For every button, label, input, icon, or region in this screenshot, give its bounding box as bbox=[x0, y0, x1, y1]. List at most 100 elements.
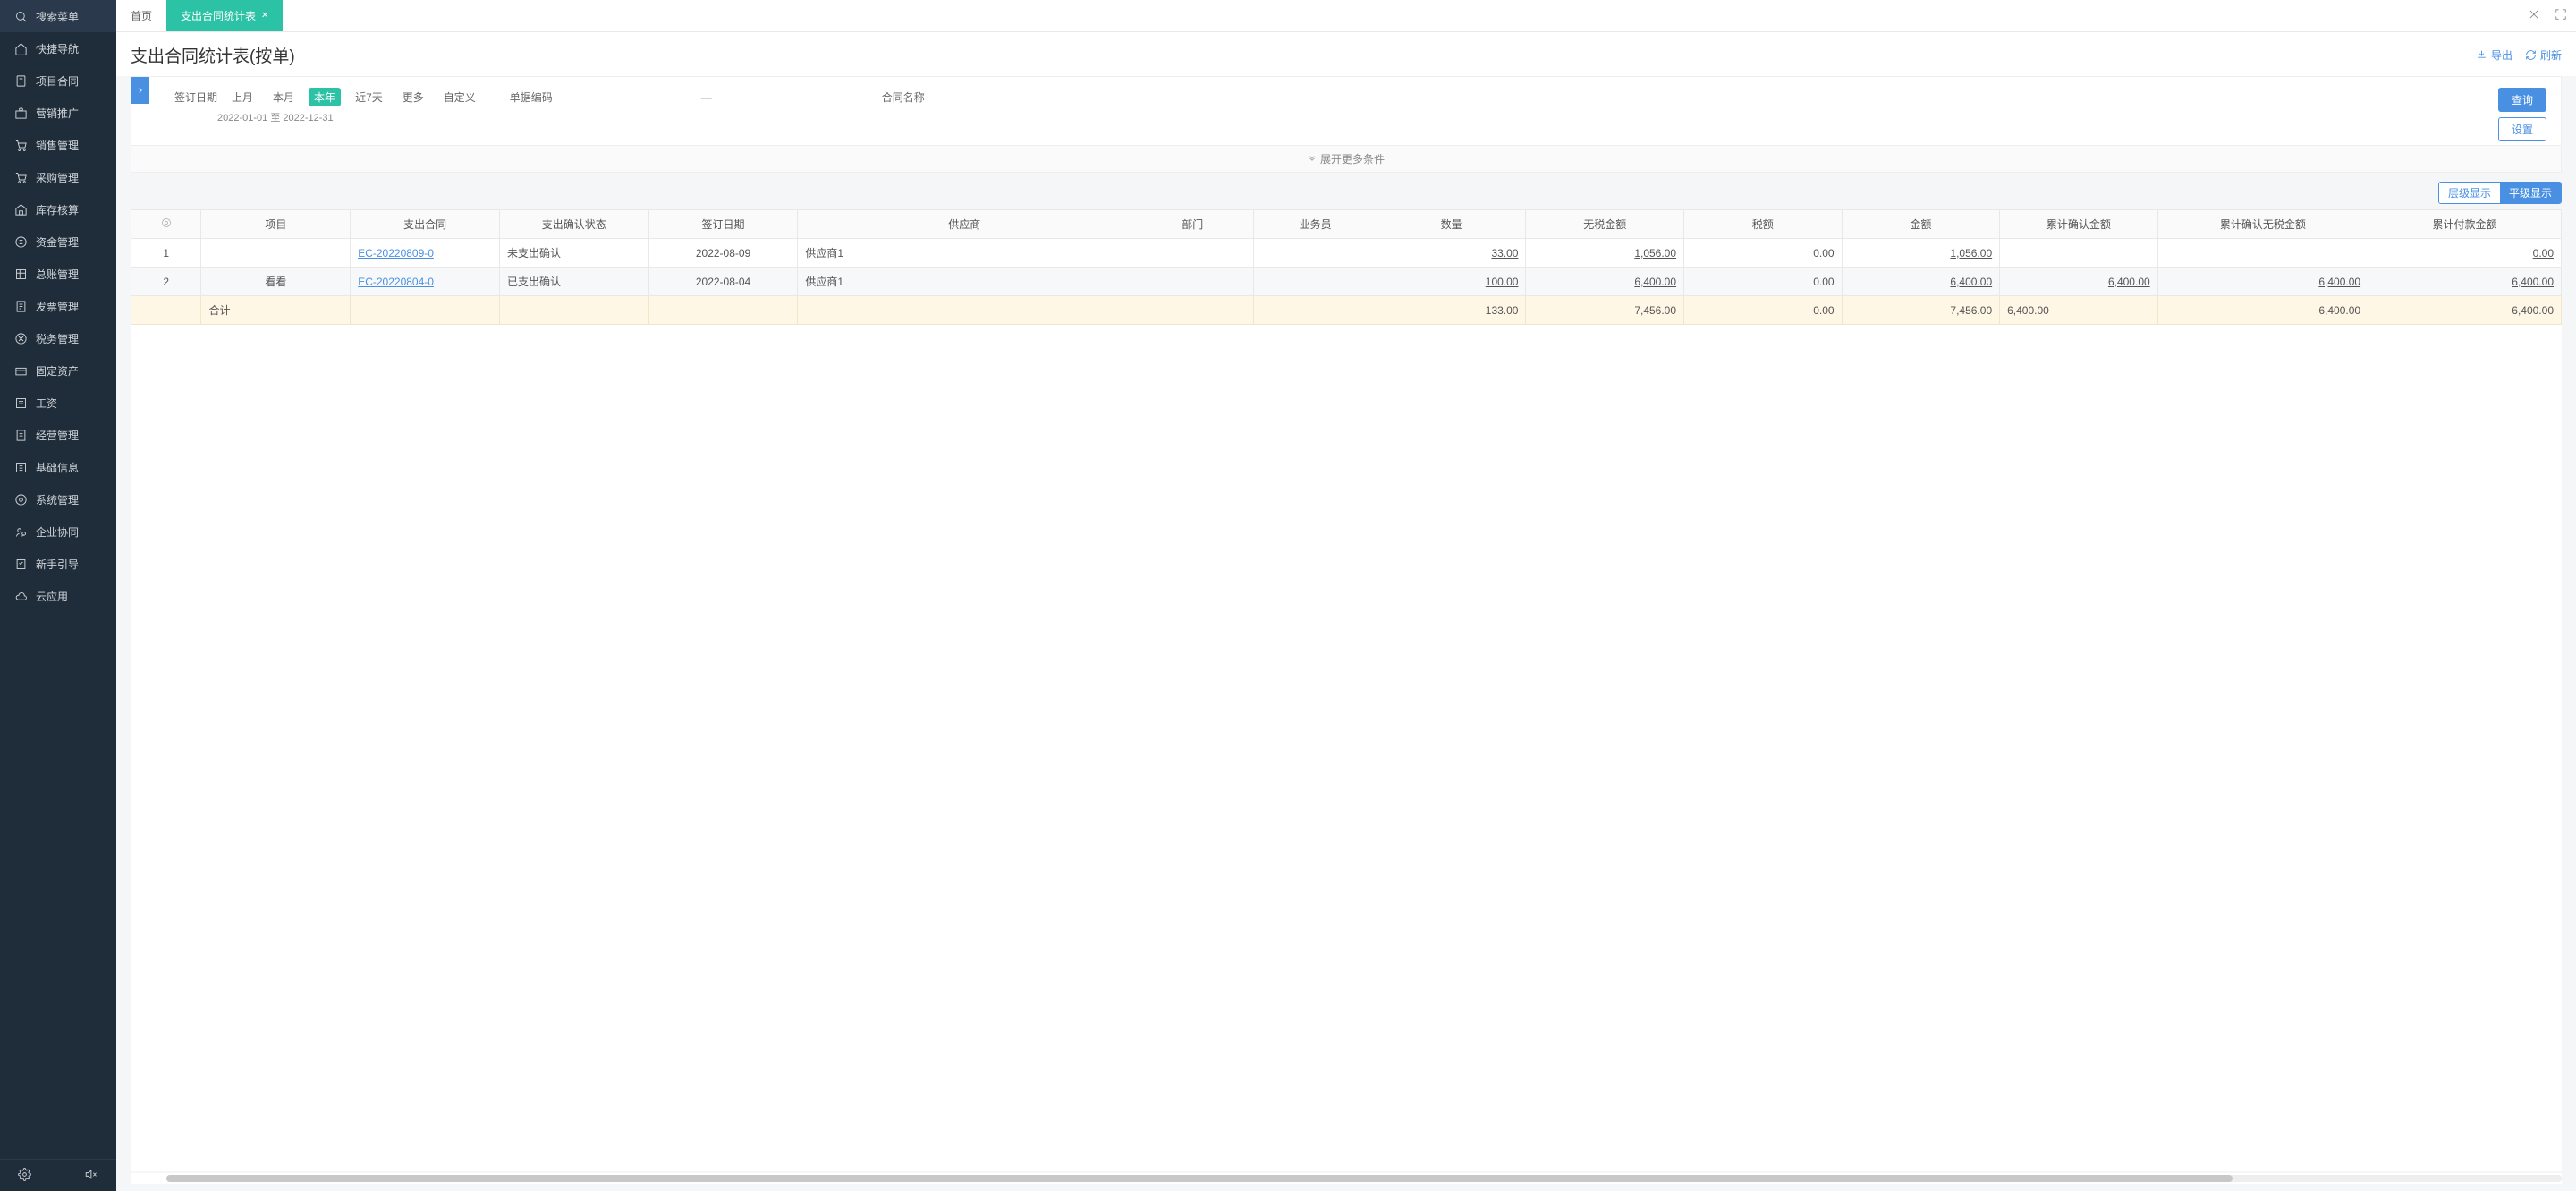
horizontal-scrollbar[interactable] bbox=[131, 1173, 2562, 1184]
date-opt-custom[interactable]: 自定义 bbox=[438, 88, 481, 106]
tab-active[interactable]: 支出合同统计表 ✕ bbox=[166, 0, 283, 31]
tab-active-label: 支出合同统计表 bbox=[181, 8, 256, 23]
sidebar-item-label: 总账管理 bbox=[36, 267, 79, 282]
cell-cumnotax[interactable] bbox=[2157, 239, 2368, 268]
col-supplier[interactable]: 供应商 bbox=[798, 210, 1131, 239]
col-sales[interactable]: 业务员 bbox=[1254, 210, 1377, 239]
money-icon bbox=[13, 235, 29, 249]
sidebar-item-18[interactable]: 云应用 bbox=[0, 580, 116, 612]
cell-qty[interactable]: 33.00 bbox=[1377, 239, 1526, 268]
sidebar-item-12[interactable]: 工资 bbox=[0, 387, 116, 419]
cell-idx: 2 bbox=[131, 268, 201, 296]
filter-bill-from-input[interactable] bbox=[560, 88, 694, 106]
cell-notax[interactable]: 1,056.00 bbox=[1526, 239, 1684, 268]
cell-amount[interactable]: 1,056.00 bbox=[1842, 239, 2000, 268]
sidebar-item-9[interactable]: 发票管理 bbox=[0, 290, 116, 322]
ledger-icon bbox=[13, 268, 29, 281]
col-contract[interactable]: 支出合同 bbox=[351, 210, 500, 239]
cell-date: 2022-08-09 bbox=[648, 239, 798, 268]
col-amount[interactable]: 金额 bbox=[1842, 210, 2000, 239]
fullscreen-icon[interactable] bbox=[2551, 4, 2571, 27]
total-label: 合计 bbox=[201, 296, 351, 325]
col-qty[interactable]: 数量 bbox=[1377, 210, 1526, 239]
cell-supplier: 供应商1 bbox=[798, 239, 1131, 268]
sidebar-item-1[interactable]: 快捷导航 bbox=[0, 32, 116, 64]
display-flat[interactable]: 平级显示 bbox=[2500, 183, 2561, 203]
col-tax[interactable]: 税额 bbox=[1684, 210, 1843, 239]
tab-bar: 首页 支出合同统计表 ✕ bbox=[116, 0, 2576, 32]
date-opt-last-month[interactable]: 上月 bbox=[226, 88, 258, 106]
sidebar-item-10[interactable]: 税务管理 bbox=[0, 322, 116, 354]
cell-amount[interactable]: 6,400.00 bbox=[1842, 268, 2000, 296]
table-row[interactable]: 2看看EC-20220804-0已支出确认2022-08-04供应商1100.0… bbox=[131, 268, 2562, 296]
cell-cumnotax[interactable]: 6,400.00 bbox=[2157, 268, 2368, 296]
cell-notax[interactable]: 6,400.00 bbox=[1526, 268, 1684, 296]
column-settings-icon[interactable] bbox=[131, 210, 201, 239]
sidebar: 搜索菜单快捷导航项目合同营销推广销售管理采购管理库存核算资金管理总账管理发票管理… bbox=[0, 0, 116, 1191]
refresh-button[interactable]: 刷新 bbox=[2525, 47, 2562, 63]
display-hier[interactable]: 层级显示 bbox=[2439, 183, 2500, 203]
col-cumnotax[interactable]: 累计确认无税金额 bbox=[2157, 210, 2368, 239]
sidebar-item-15[interactable]: 系统管理 bbox=[0, 483, 116, 515]
filter-collapse-toggle[interactable] bbox=[131, 77, 149, 104]
tab-home-label: 首页 bbox=[131, 8, 152, 23]
invoice-icon bbox=[13, 300, 29, 313]
date-opt-this-year[interactable]: 本年 bbox=[309, 88, 341, 106]
cell-cumamount[interactable] bbox=[2000, 239, 2158, 268]
sidebar-item-8[interactable]: 总账管理 bbox=[0, 258, 116, 290]
filter-name-input[interactable] bbox=[932, 88, 1218, 106]
sidebar-item-14[interactable]: 基础信息 bbox=[0, 451, 116, 483]
page-header: 支出合同统计表(按单) 导出 刷新 bbox=[116, 32, 2576, 76]
search-icon bbox=[13, 10, 29, 23]
table-row[interactable]: 1EC-20220809-0未支出确认2022-08-09供应商133.001,… bbox=[131, 239, 2562, 268]
filter-expand-toggle[interactable]: 展开更多条件 bbox=[131, 145, 2561, 172]
sidebar-item-16[interactable]: 企业协同 bbox=[0, 515, 116, 548]
volume-icon[interactable] bbox=[85, 1168, 98, 1184]
col-cumamount[interactable]: 累计确认金额 bbox=[2000, 210, 2158, 239]
filter-bill-to-input[interactable] bbox=[719, 88, 853, 106]
cell-cumamount[interactable]: 6,400.00 bbox=[2000, 268, 2158, 296]
col-project[interactable]: 项目 bbox=[201, 210, 351, 239]
table-total-row: 合计 133.00 7,456.00 0.00 7,456.00 6,400.0… bbox=[131, 296, 2562, 325]
cell-cumpay[interactable]: 0.00 bbox=[2368, 239, 2562, 268]
sidebar-item-4[interactable]: 销售管理 bbox=[0, 129, 116, 161]
cell-project bbox=[201, 239, 351, 268]
sidebar-item-13[interactable]: 经营管理 bbox=[0, 419, 116, 451]
total-notax: 7,456.00 bbox=[1526, 296, 1684, 325]
col-cumpay[interactable]: 累计付款金额 bbox=[2368, 210, 2562, 239]
settings-icon[interactable] bbox=[18, 1168, 31, 1184]
cell-cumpay[interactable]: 6,400.00 bbox=[2368, 268, 2562, 296]
cell-status: 未支出确认 bbox=[499, 239, 648, 268]
col-dept[interactable]: 部门 bbox=[1131, 210, 1254, 239]
cell-qty[interactable]: 100.00 bbox=[1377, 268, 1526, 296]
cell-idx: 1 bbox=[131, 239, 201, 268]
col-notax[interactable]: 无税金额 bbox=[1526, 210, 1684, 239]
date-opt-more[interactable]: 更多 bbox=[397, 88, 429, 106]
export-button[interactable]: 导出 bbox=[2476, 47, 2512, 63]
sidebar-item-3[interactable]: 营销推广 bbox=[0, 97, 116, 129]
filter-date-range: 2022-01-01 至 2022-12-31 bbox=[174, 110, 481, 124]
cell-contract[interactable]: EC-20220804-0 bbox=[351, 268, 500, 296]
sidebar-item-2[interactable]: 项目合同 bbox=[0, 64, 116, 97]
tab-close-icon[interactable]: ✕ bbox=[261, 11, 268, 21]
sidebar-item-6[interactable]: 库存核算 bbox=[0, 193, 116, 225]
col-date[interactable]: 签订日期 bbox=[648, 210, 798, 239]
sidebar-item-7[interactable]: 资金管理 bbox=[0, 225, 116, 258]
cart-icon bbox=[13, 171, 29, 184]
date-opt-this-month[interactable]: 本月 bbox=[267, 88, 300, 106]
date-opt-last7[interactable]: 近7天 bbox=[350, 88, 388, 106]
settings-button[interactable]: 设置 bbox=[2498, 117, 2546, 141]
filter-panel: 签订日期 上月 本月 本年 近7天 更多 自定义 2022-01-01 至 20… bbox=[131, 76, 2562, 173]
col-status[interactable]: 支出确认状态 bbox=[499, 210, 648, 239]
sidebar-item-label: 发票管理 bbox=[36, 299, 79, 314]
total-tax: 0.00 bbox=[1684, 296, 1843, 325]
sidebar-item-5[interactable]: 采购管理 bbox=[0, 161, 116, 193]
cell-contract[interactable]: EC-20220809-0 bbox=[351, 239, 500, 268]
tab-home[interactable]: 首页 bbox=[116, 0, 166, 31]
sidebar-item-11[interactable]: 固定资产 bbox=[0, 354, 116, 387]
query-button[interactable]: 查询 bbox=[2498, 88, 2546, 112]
sidebar-item-0[interactable]: 搜索菜单 bbox=[0, 0, 116, 32]
export-icon bbox=[2476, 49, 2487, 61]
tab-close-all-icon[interactable] bbox=[2524, 4, 2544, 27]
sidebar-item-17[interactable]: 新手引导 bbox=[0, 548, 116, 580]
